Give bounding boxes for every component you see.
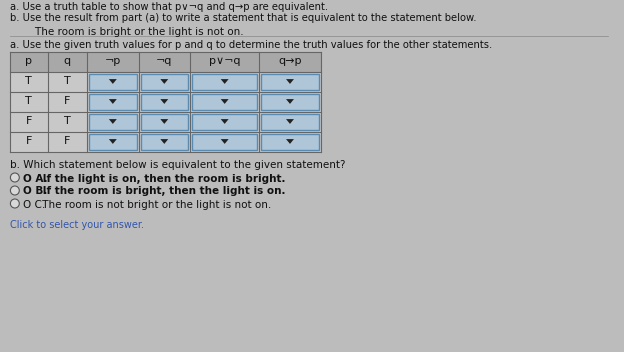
Text: If the room is bright, then the light is on.: If the room is bright, then the light is… (39, 187, 286, 196)
Text: F: F (26, 137, 32, 146)
Polygon shape (221, 119, 228, 124)
Text: q→p: q→p (278, 57, 302, 67)
Polygon shape (160, 139, 168, 144)
Text: T: T (26, 76, 32, 87)
Text: F: F (64, 96, 71, 107)
Polygon shape (160, 99, 168, 104)
Bar (10, 71, 321, 92)
Polygon shape (286, 79, 294, 84)
FancyBboxPatch shape (261, 74, 319, 89)
FancyBboxPatch shape (261, 133, 319, 150)
Text: T: T (26, 96, 32, 107)
FancyBboxPatch shape (261, 94, 319, 109)
Text: If the light is on, then the room is bright.: If the light is on, then the room is bri… (39, 174, 286, 183)
FancyBboxPatch shape (89, 94, 137, 109)
Polygon shape (109, 79, 117, 84)
Text: b. Use the result from part (a) to write a statement that is equivalent to the s: b. Use the result from part (a) to write… (10, 13, 476, 23)
Polygon shape (160, 79, 168, 84)
Text: The room is not bright or the light is not on.: The room is not bright or the light is n… (39, 200, 271, 209)
FancyBboxPatch shape (192, 74, 257, 89)
FancyBboxPatch shape (140, 94, 188, 109)
Polygon shape (221, 99, 228, 104)
Text: p∨¬q: p∨¬q (209, 57, 240, 67)
Text: O A.: O A. (22, 174, 47, 183)
Text: a. Use a truth table to show that p∨¬q and q→p are equivalent.: a. Use a truth table to show that p∨¬q a… (10, 2, 328, 12)
Circle shape (11, 186, 19, 195)
FancyBboxPatch shape (261, 113, 319, 130)
Text: The room is bright or the light is not on.: The room is bright or the light is not o… (22, 27, 243, 37)
Bar (10, 132, 321, 151)
FancyBboxPatch shape (140, 133, 188, 150)
Bar (10, 92, 321, 112)
Polygon shape (109, 99, 117, 104)
FancyBboxPatch shape (192, 133, 257, 150)
Polygon shape (286, 119, 294, 124)
Text: F: F (64, 137, 71, 146)
Text: T: T (64, 117, 71, 126)
FancyBboxPatch shape (192, 94, 257, 109)
Polygon shape (286, 139, 294, 144)
FancyBboxPatch shape (89, 113, 137, 130)
Text: O C.: O C. (22, 200, 45, 209)
Bar (10, 51, 321, 71)
FancyBboxPatch shape (140, 74, 188, 89)
FancyBboxPatch shape (89, 133, 137, 150)
Bar (10, 112, 321, 132)
FancyBboxPatch shape (140, 113, 188, 130)
Polygon shape (160, 119, 168, 124)
Text: a. Use the given truth values for p and q to determine the truth values for the : a. Use the given truth values for p and … (10, 40, 492, 50)
Text: ¬p: ¬p (105, 57, 121, 67)
Circle shape (11, 173, 19, 182)
Text: ¬q: ¬q (156, 57, 172, 67)
Polygon shape (109, 119, 117, 124)
FancyBboxPatch shape (89, 74, 137, 89)
Circle shape (11, 199, 19, 208)
FancyBboxPatch shape (192, 113, 257, 130)
Text: Click to select your answer.: Click to select your answer. (10, 220, 144, 231)
Text: p: p (25, 57, 32, 67)
Polygon shape (109, 139, 117, 144)
Text: T: T (64, 76, 71, 87)
Polygon shape (221, 79, 228, 84)
Text: q: q (64, 57, 71, 67)
Polygon shape (286, 99, 294, 104)
Polygon shape (221, 139, 228, 144)
Text: b. Which statement below is equivalent to the given statement?: b. Which statement below is equivalent t… (10, 159, 346, 170)
Text: F: F (26, 117, 32, 126)
Text: O B.: O B. (22, 187, 47, 196)
